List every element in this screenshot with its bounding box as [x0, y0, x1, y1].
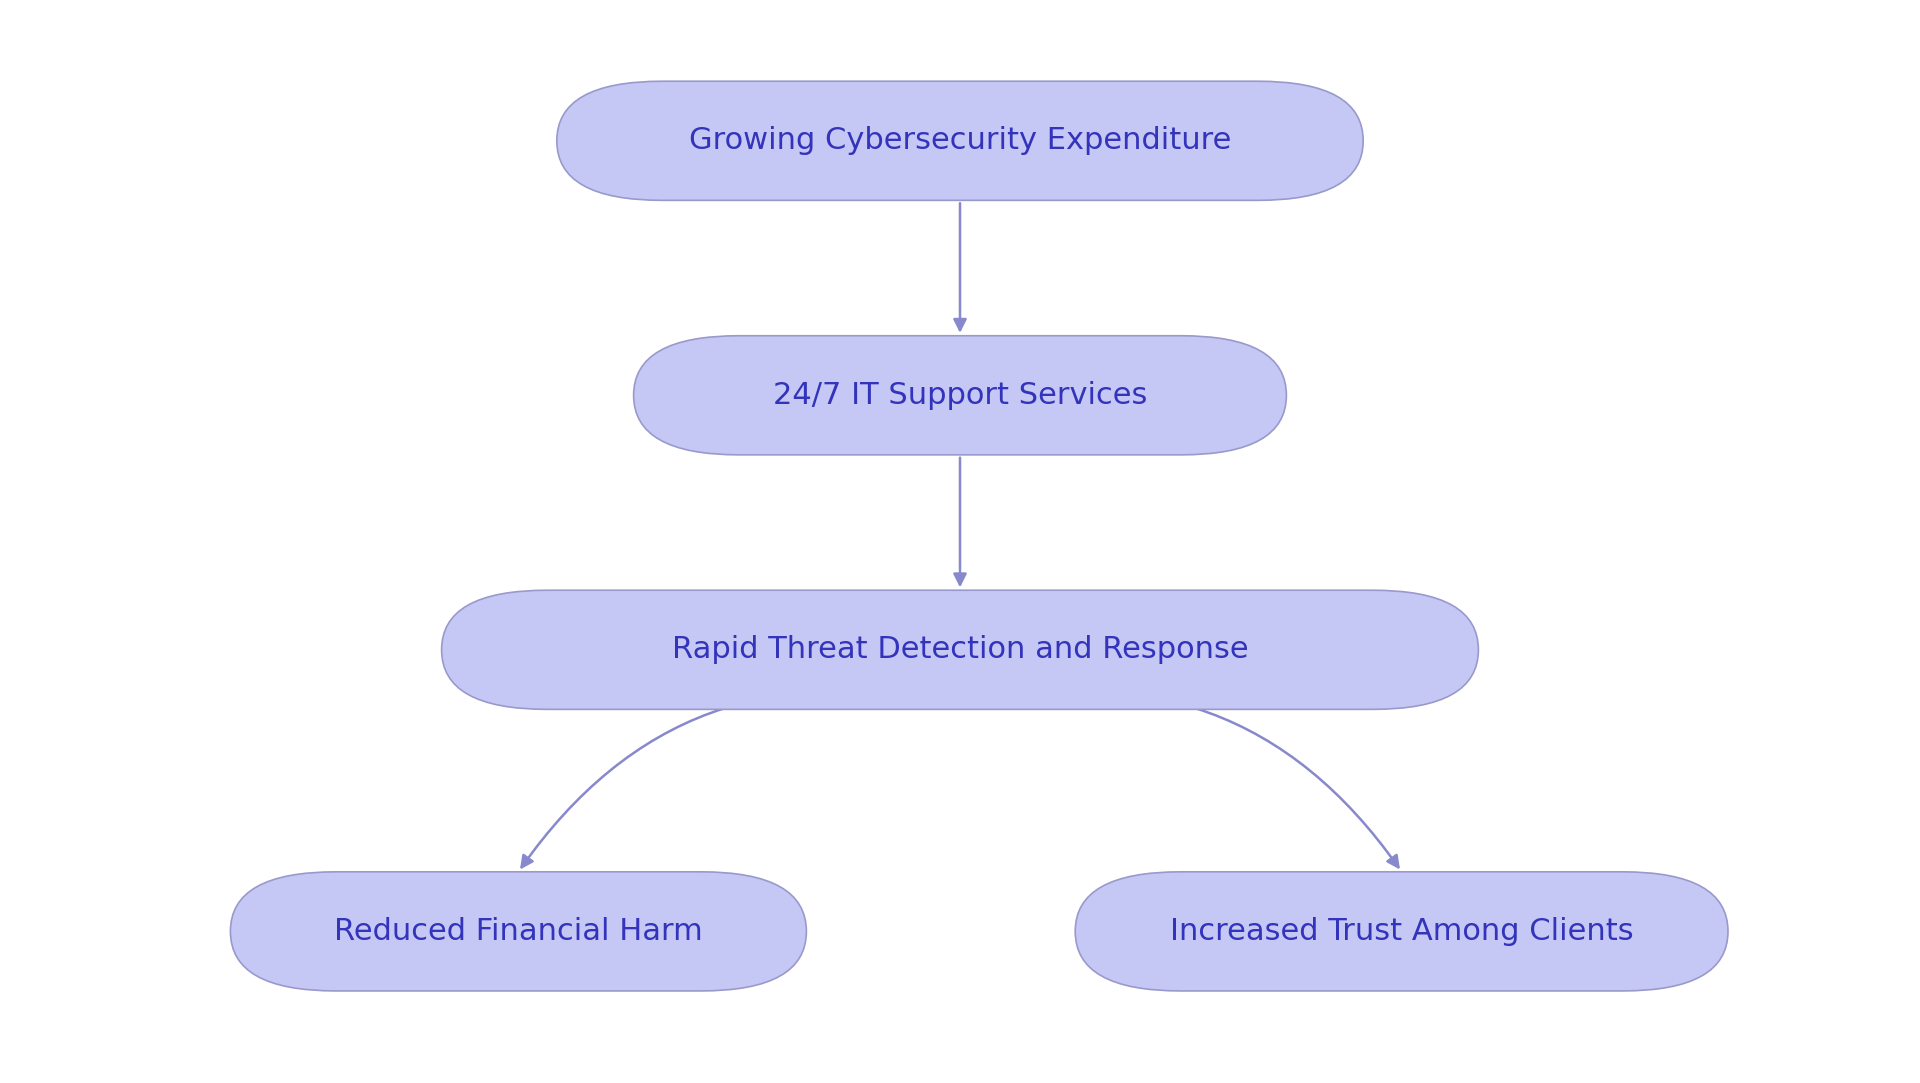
Text: Increased Trust Among Clients: Increased Trust Among Clients: [1169, 917, 1634, 945]
Text: Reduced Financial Harm: Reduced Financial Harm: [334, 917, 703, 945]
Text: Growing Cybersecurity Expenditure: Growing Cybersecurity Expenditure: [689, 127, 1231, 155]
FancyBboxPatch shape: [557, 81, 1363, 200]
FancyBboxPatch shape: [442, 590, 1478, 709]
Text: 24/7 IT Support Services: 24/7 IT Support Services: [774, 381, 1146, 409]
FancyBboxPatch shape: [1075, 872, 1728, 991]
Text: Rapid Threat Detection and Response: Rapid Threat Detection and Response: [672, 636, 1248, 664]
FancyBboxPatch shape: [230, 872, 806, 991]
FancyBboxPatch shape: [634, 336, 1286, 455]
